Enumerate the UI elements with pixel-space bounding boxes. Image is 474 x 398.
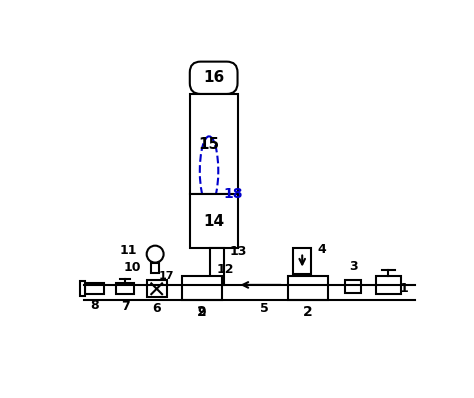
Text: 1: 1 bbox=[400, 282, 408, 295]
Text: 16: 16 bbox=[203, 70, 224, 85]
Bar bbox=[346, 280, 361, 293]
Text: 11: 11 bbox=[120, 244, 137, 257]
Bar bbox=[190, 94, 237, 194]
Bar bbox=[182, 276, 222, 300]
Bar bbox=[293, 248, 311, 274]
Bar bbox=[81, 281, 85, 297]
FancyBboxPatch shape bbox=[190, 62, 237, 94]
Text: 17: 17 bbox=[159, 271, 174, 281]
Text: 3: 3 bbox=[349, 259, 357, 273]
Text: 4: 4 bbox=[318, 243, 327, 256]
Text: 13: 13 bbox=[230, 244, 247, 258]
Bar bbox=[376, 276, 401, 294]
Circle shape bbox=[146, 246, 164, 263]
Bar bbox=[190, 194, 237, 248]
Text: 10: 10 bbox=[124, 261, 141, 274]
Text: 5: 5 bbox=[260, 302, 269, 315]
Text: 6: 6 bbox=[152, 302, 161, 315]
Bar bbox=[210, 248, 224, 285]
Text: 18: 18 bbox=[224, 187, 243, 201]
Bar bbox=[288, 276, 328, 300]
Text: 9: 9 bbox=[198, 306, 207, 320]
Bar bbox=[146, 280, 167, 297]
Text: 15: 15 bbox=[199, 137, 219, 152]
Text: 2: 2 bbox=[303, 305, 312, 319]
Bar bbox=[151, 263, 159, 273]
Text: 7: 7 bbox=[121, 300, 129, 313]
Text: 8: 8 bbox=[90, 299, 99, 312]
Text: 12: 12 bbox=[217, 263, 234, 276]
Text: 2: 2 bbox=[197, 305, 207, 319]
Bar bbox=[116, 283, 134, 294]
Bar bbox=[85, 283, 103, 294]
Text: 14: 14 bbox=[203, 213, 224, 228]
